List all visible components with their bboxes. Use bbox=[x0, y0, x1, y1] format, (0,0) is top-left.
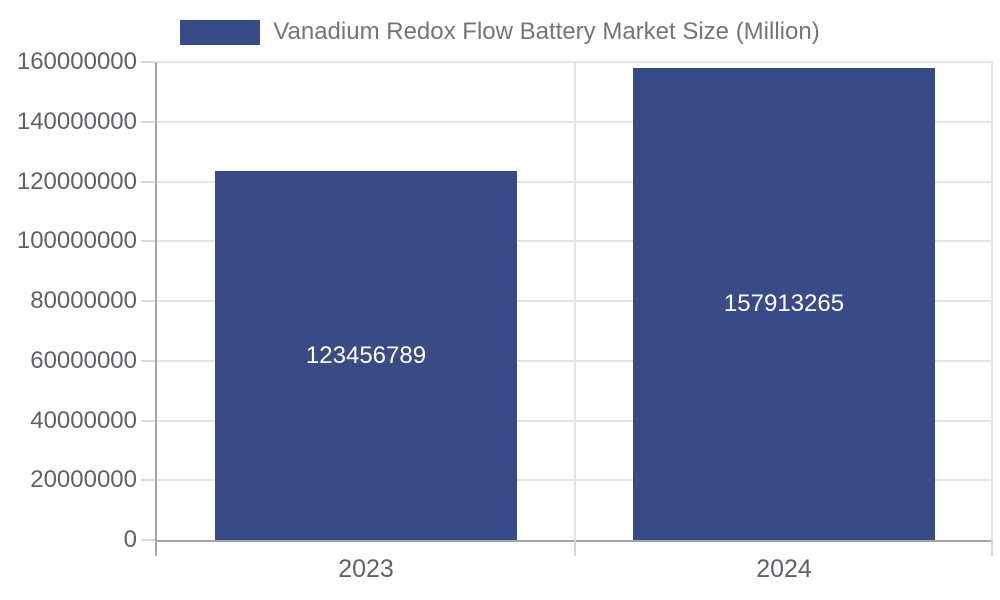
y-axis-tick bbox=[141, 539, 155, 541]
plot-area: 123456789 157913265 bbox=[155, 61, 993, 556]
y-axis-tick-label: 80000000 bbox=[30, 287, 137, 314]
y-axis-tick bbox=[141, 359, 155, 362]
bar-value-label: 123456789 bbox=[305, 341, 427, 369]
y-axis-tick-label: 20000000 bbox=[30, 466, 137, 494]
y-axis-tick-label: 160000000 bbox=[16, 48, 137, 75]
y-axis-tick bbox=[141, 240, 155, 243]
x-axis-tick bbox=[155, 540, 157, 556]
y-axis-tick bbox=[141, 180, 155, 183]
y-axis-tick bbox=[141, 120, 155, 123]
legend[interactable]: Vanadium Redox Flow Battery Market Size … bbox=[0, 18, 1000, 46]
x-axis-tick bbox=[991, 540, 993, 556]
bar-2023[interactable]: 123456789 bbox=[215, 171, 517, 540]
y-axis-tick-label: 40000000 bbox=[30, 406, 137, 434]
y-axis-tick-label: 120000000 bbox=[16, 167, 137, 195]
bar-value-label: 157913265 bbox=[723, 290, 845, 317]
legend-swatch-icon bbox=[180, 19, 261, 45]
y-axis-tick-label: 0 bbox=[123, 526, 137, 553]
y-axis-tick bbox=[141, 419, 155, 422]
category-splitline bbox=[574, 62, 576, 540]
y-axis-tick bbox=[141, 61, 155, 63]
bar-2024[interactable]: 157913265 bbox=[633, 68, 935, 540]
y-axis-tick-label: 60000000 bbox=[30, 346, 137, 374]
y-axis-tick bbox=[141, 300, 155, 302]
plot-right-splitline bbox=[991, 62, 993, 540]
legend-label: Vanadium Redox Flow Battery Market Size … bbox=[273, 18, 820, 45]
x-axis-label-2023: 2023 bbox=[338, 555, 394, 583]
x-axis-tick bbox=[574, 540, 576, 556]
y-axis-tick-label: 100000000 bbox=[16, 227, 137, 255]
x-axis-label-2024: 2024 bbox=[756, 555, 812, 583]
y-axis-tick-label: 140000000 bbox=[16, 107, 137, 135]
y-axis-tick bbox=[141, 479, 155, 482]
